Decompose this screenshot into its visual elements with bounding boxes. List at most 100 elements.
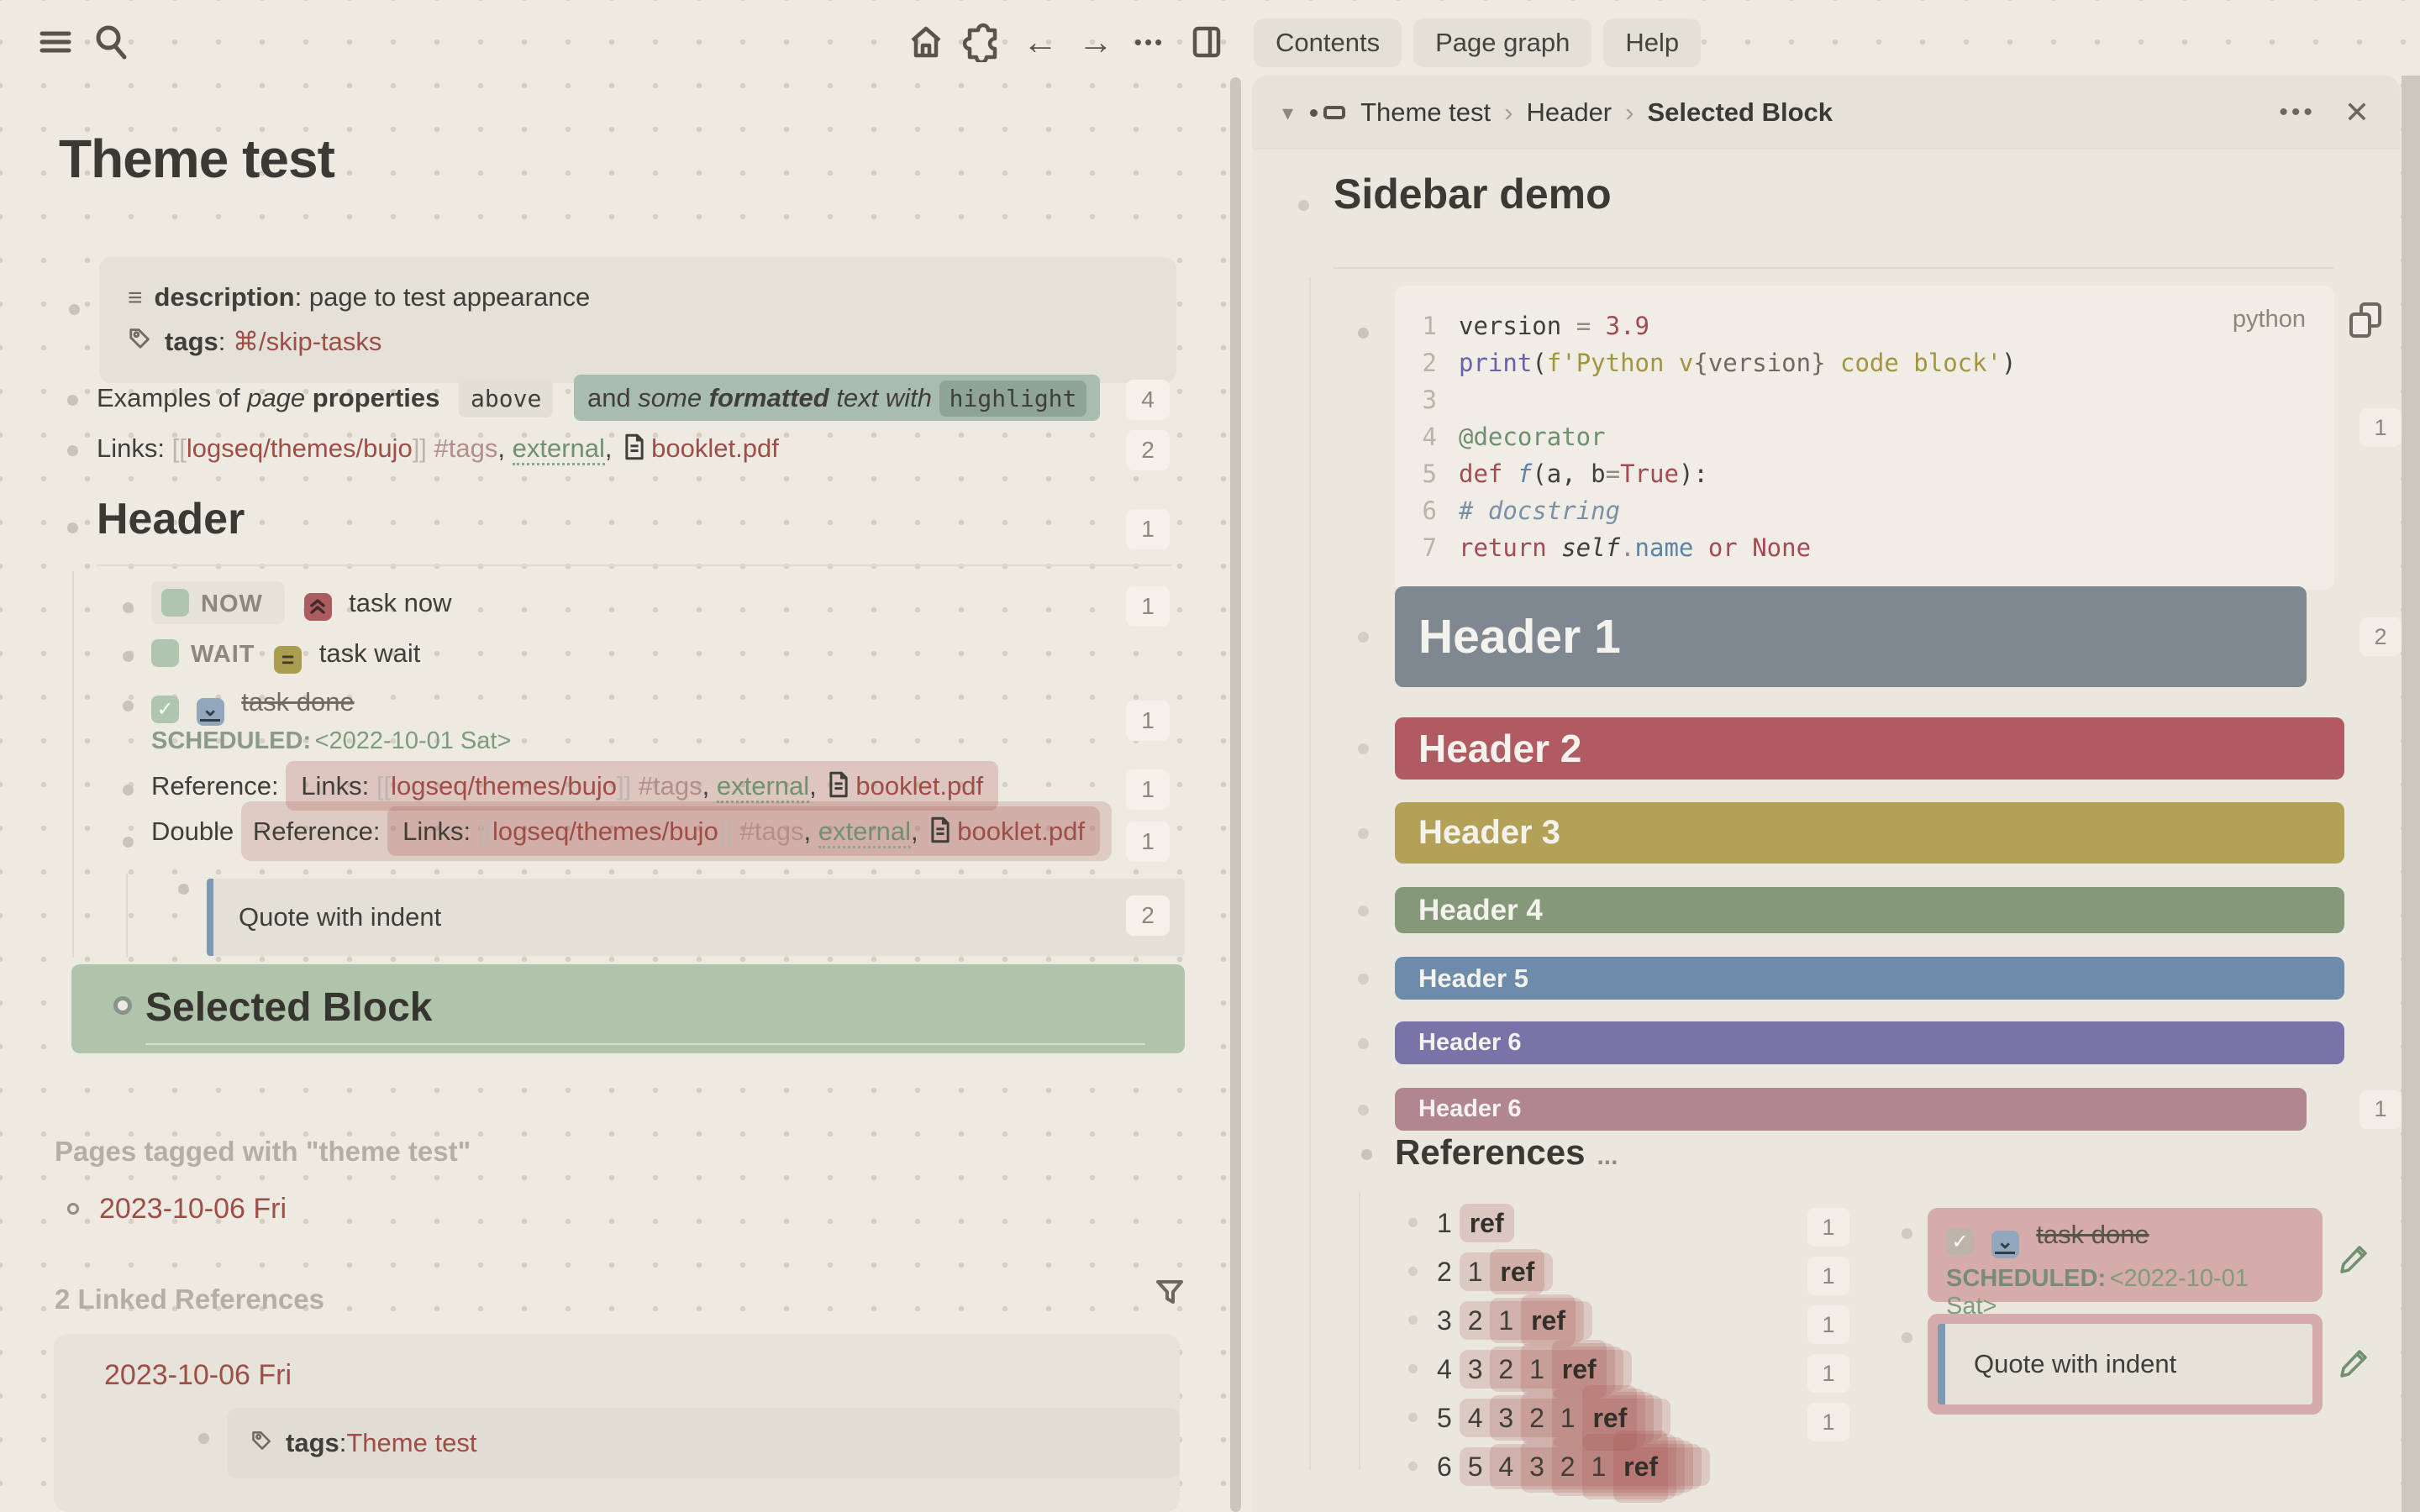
tag-link[interactable]: ⌘/skip-tasks <box>232 327 382 356</box>
nested-page-ref[interactable]: 4 3 2 1 ref <box>1490 1431 1702 1503</box>
priority-b-icon[interactable]: = <box>274 646 302 674</box>
home-icon[interactable] <box>906 22 946 62</box>
block-bullet[interactable] <box>1902 1332 1912 1343</box>
reference-row[interactable]: 4 3 2 1 ref 1 <box>1408 1340 1849 1401</box>
block-bullet[interactable] <box>69 304 80 315</box>
sidebar-more-icon[interactable]: ••• <box>2279 98 2316 126</box>
ref-count-badge[interactable]: 1 <box>1126 701 1170 741</box>
tagged-page-link[interactable]: 2023-10-06 Fri <box>99 1193 287 1225</box>
block-bullet[interactable] <box>1358 973 1369 984</box>
quote-reference-card[interactable]: Quote with indent <box>1928 1314 2323 1415</box>
nested-page-ref[interactable]: 2 1 ref <box>1459 1294 1592 1347</box>
block-bullet[interactable] <box>198 1433 209 1444</box>
edit-pencil-icon[interactable] <box>2336 1346 2371 1381</box>
task-checkbox[interactable] <box>161 589 189 617</box>
hashtag-link[interactable]: #tags <box>739 816 804 846</box>
ref-count-badge[interactable]: 2 <box>1126 895 1170 936</box>
nested-page-ref[interactable]: 2 1 ref <box>1551 1431 1686 1503</box>
ref-count-badge[interactable]: 1 <box>1807 1208 1849 1247</box>
block-bullet[interactable] <box>1361 1149 1372 1160</box>
block-bullet[interactable] <box>123 837 134 848</box>
ref-count-badge[interactable]: 1 <box>2360 408 2402 447</box>
page-graph-button[interactable]: Page graph <box>1413 18 1592 67</box>
nested-page-ref[interactable]: 1 ref <box>1582 1431 1677 1503</box>
forward-icon[interactable]: → <box>1078 22 1113 61</box>
block-bullet[interactable] <box>67 445 78 456</box>
code-block[interactable]: python 1 version = 3.9 2 print(f'Python v{v… <box>1395 286 2381 590</box>
nested-page-ref[interactable]: 3 2 1 ref <box>1490 1385 1663 1451</box>
breadcrumb-item[interactable]: Theme test <box>1360 97 1491 127</box>
ref-count-badge[interactable]: 1 <box>1807 1305 1849 1344</box>
external-link[interactable]: external <box>716 771 810 803</box>
block-bullet[interactable] <box>123 651 134 662</box>
block-bullet[interactable] <box>1358 1104 1369 1116</box>
nested-page-ref[interactable]: 1 ref <box>1521 1340 1615 1399</box>
header-demo-block[interactable]: Header 2 <box>1395 717 2344 780</box>
collapsed-more-indicator[interactable]: ... <box>1597 1142 1618 1170</box>
sidebar-close-icon[interactable]: ✕ <box>2344 95 2370 129</box>
filter-icon[interactable] <box>1153 1275 1186 1313</box>
block-bullet[interactable] <box>1358 743 1369 754</box>
block-bullet[interactable] <box>1358 827 1369 839</box>
task-checkbox[interactable] <box>151 639 179 667</box>
ref-count-badge[interactable]: 1 <box>1126 586 1170 627</box>
pdf-link[interactable]: booklet.pdf <box>651 433 779 463</box>
page-bullet-ring[interactable] <box>67 1203 79 1215</box>
block-bullet[interactable] <box>123 602 134 613</box>
external-link[interactable]: external <box>818 816 912 848</box>
copy-icon[interactable] <box>2349 302 2381 338</box>
ref-count-badge[interactable]: 1 <box>1126 822 1170 862</box>
header-demo-block[interactable]: Header 6 <box>1395 1088 2307 1131</box>
block-embed[interactable]: Links: [[logseq/themes/bujo]] #tags, ext… <box>286 761 999 811</box>
right-sidebar-toggle-icon[interactable] <box>1186 22 1227 62</box>
priority-a-icon[interactable] <box>303 593 332 621</box>
block-bullet[interactable] <box>1408 1364 1418 1373</box>
nested-page-ref[interactable]: 4 3 2 1 ref <box>1459 1385 1671 1451</box>
contents-button[interactable]: Contents <box>1254 18 1402 67</box>
block-bullet[interactable] <box>1358 1037 1369 1049</box>
page-link[interactable]: Theme test <box>346 1428 477 1457</box>
reference-row[interactable]: 2 1 ref 1 <box>1408 1249 1849 1304</box>
block-bullet-ring[interactable] <box>113 996 132 1015</box>
reference-row[interactable]: 5 4 3 2 1 ref 1 <box>1408 1385 1849 1451</box>
reference-row[interactable]: 1 ref 1 <box>1408 1204 1849 1255</box>
back-icon[interactable]: ← <box>1023 22 1058 61</box>
priority-c-icon[interactable]: ⌄ <box>1991 1231 2019 1258</box>
nested-page-ref[interactable]: ref <box>1521 1294 1576 1347</box>
page-reference-link[interactable]: logseq/themes/bujo <box>492 816 718 846</box>
page-reference-link[interactable]: logseq/themes/bujo <box>391 771 617 801</box>
nested-page-ref[interactable]: 1 ref <box>1490 1294 1584 1347</box>
ref-count-badge[interactable]: 1 <box>1126 509 1170 549</box>
header-demo-block[interactable]: Header 5 <box>1395 957 2344 1000</box>
more-options-icon[interactable]: ••• <box>1134 29 1165 55</box>
plugins-icon[interactable] <box>962 22 1003 65</box>
block-bullet[interactable] <box>1298 200 1309 211</box>
task-checkbox-checked[interactable]: ✓ <box>1946 1228 1974 1256</box>
selected-block[interactable]: Selected Block <box>71 964 1185 1053</box>
task-done-reference-card[interactable]: ✓ ⌄ task done SCHEDULED: <2022-10-01 Sat… <box>1928 1208 2323 1320</box>
nested-page-ref[interactable]: 2 1 ref <box>1521 1385 1655 1451</box>
block-bullet[interactable] <box>1358 328 1369 339</box>
pdf-link[interactable]: booklet.pdf <box>957 816 1085 846</box>
hashtag-link[interactable]: #tags <box>638 771 702 801</box>
nested-page-ref[interactable]: 3 2 1 ref <box>1459 1340 1632 1399</box>
block-bullet[interactable] <box>1358 905 1369 916</box>
block-embed-outer[interactable]: Reference: Links: [[logseq/themes/bujo]]… <box>240 801 1112 861</box>
task-marker[interactable]: WAIT <box>191 641 255 668</box>
block-bullet[interactable] <box>1408 1267 1418 1276</box>
block-bullet[interactable] <box>67 395 78 406</box>
nested-page-ref[interactable]: 1 ref <box>1459 1249 1554 1294</box>
block-bullet[interactable] <box>1408 1315 1418 1325</box>
search-icon[interactable] <box>91 22 131 62</box>
block-ref-icon[interactable] <box>1310 106 1346 119</box>
reference-row[interactable]: 6 5 4 3 2 1 ref <box>1408 1431 1711 1503</box>
ref-count-badge[interactable]: 1 <box>2360 1089 2402 1129</box>
priority-c-icon[interactable]: ⌄ <box>196 698 224 726</box>
ref-count-badge[interactable]: 4 <box>1126 380 1170 420</box>
ref-count-badge[interactable]: 2 <box>2360 617 2402 656</box>
ref-count-badge[interactable]: 1 <box>1126 769 1170 810</box>
nested-page-ref[interactable]: 1 ref <box>1551 1385 1646 1451</box>
external-link[interactable]: external <box>512 433 605 465</box>
task-marker[interactable]: NOW <box>201 591 263 617</box>
breadcrumb-item[interactable]: Header <box>1526 97 1612 127</box>
